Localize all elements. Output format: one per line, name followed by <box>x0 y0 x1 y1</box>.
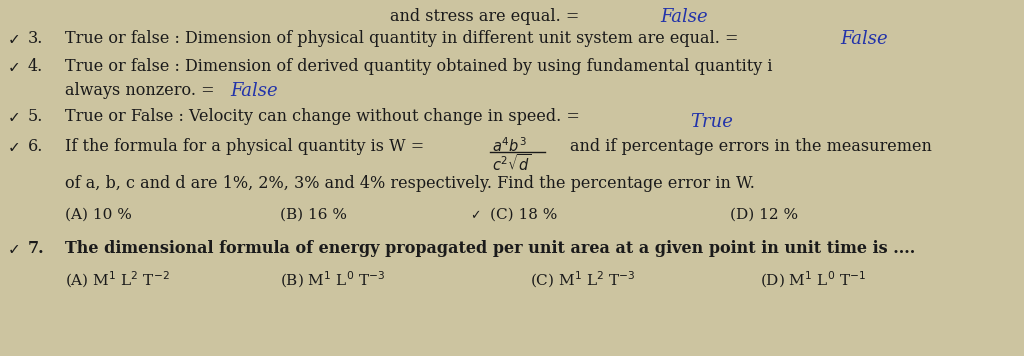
Text: If the formula for a physical quantity is W =: If the formula for a physical quantity i… <box>65 138 424 155</box>
Text: of a, b, c and d are 1%, 2%, 3% and 4% respectively. Find the percentage error i: of a, b, c and d are 1%, 2%, 3% and 4% r… <box>65 175 755 192</box>
Text: 4.: 4. <box>28 58 43 75</box>
Text: and stress are equal. =: and stress are equal. = <box>390 8 580 25</box>
Text: (C) M$^1$ L$^2$ T$^{-3}$: (C) M$^1$ L$^2$ T$^{-3}$ <box>530 270 636 290</box>
Text: (D) M$^1$ L$^0$ T$^{-1}$: (D) M$^1$ L$^0$ T$^{-1}$ <box>760 270 866 290</box>
Text: (B) M$^1$ L$^0$ T$^{-3}$: (B) M$^1$ L$^0$ T$^{-3}$ <box>280 270 385 290</box>
Text: (B) 16 %: (B) 16 % <box>280 208 347 222</box>
Text: ✓: ✓ <box>8 110 20 125</box>
Text: ✓: ✓ <box>470 209 480 222</box>
Text: True: True <box>690 113 733 131</box>
Text: and if percentage errors in the measuremen: and if percentage errors in the measurem… <box>570 138 932 155</box>
Text: 6.: 6. <box>28 138 43 155</box>
Text: True or False : Velocity can change without change in speed. =: True or False : Velocity can change with… <box>65 108 580 125</box>
Text: ✓: ✓ <box>8 32 20 47</box>
Text: 3.: 3. <box>28 30 43 47</box>
Text: ✓: ✓ <box>8 140 20 155</box>
Text: (D) 12 %: (D) 12 % <box>730 208 798 222</box>
Text: $a^4b^3$: $a^4b^3$ <box>492 136 526 155</box>
Text: always nonzero. =: always nonzero. = <box>65 82 215 99</box>
Text: (A) 10 %: (A) 10 % <box>65 208 132 222</box>
Text: ✓: ✓ <box>8 242 20 257</box>
Text: True or false : Dimension of physical quantity in different unit system are equa: True or false : Dimension of physical qu… <box>65 30 738 47</box>
Text: ✓: ✓ <box>8 60 20 75</box>
Text: The dimensional formula of energy propagated per unit area at a given point in u: The dimensional formula of energy propag… <box>65 240 915 257</box>
Text: (A) M$^1$ L$^2$ T$^{-2}$: (A) M$^1$ L$^2$ T$^{-2}$ <box>65 270 170 290</box>
Text: $c^2\sqrt{d}$: $c^2\sqrt{d}$ <box>492 153 531 174</box>
Text: 5.: 5. <box>28 108 43 125</box>
Text: True or false : Dimension of derived quantity obtained by using fundamental quan: True or false : Dimension of derived qua… <box>65 58 772 75</box>
Text: False: False <box>230 82 278 100</box>
Text: False: False <box>840 30 888 48</box>
Text: False: False <box>660 8 708 26</box>
Text: 7.: 7. <box>28 240 45 257</box>
Text: (C) 18 %: (C) 18 % <box>490 208 557 222</box>
